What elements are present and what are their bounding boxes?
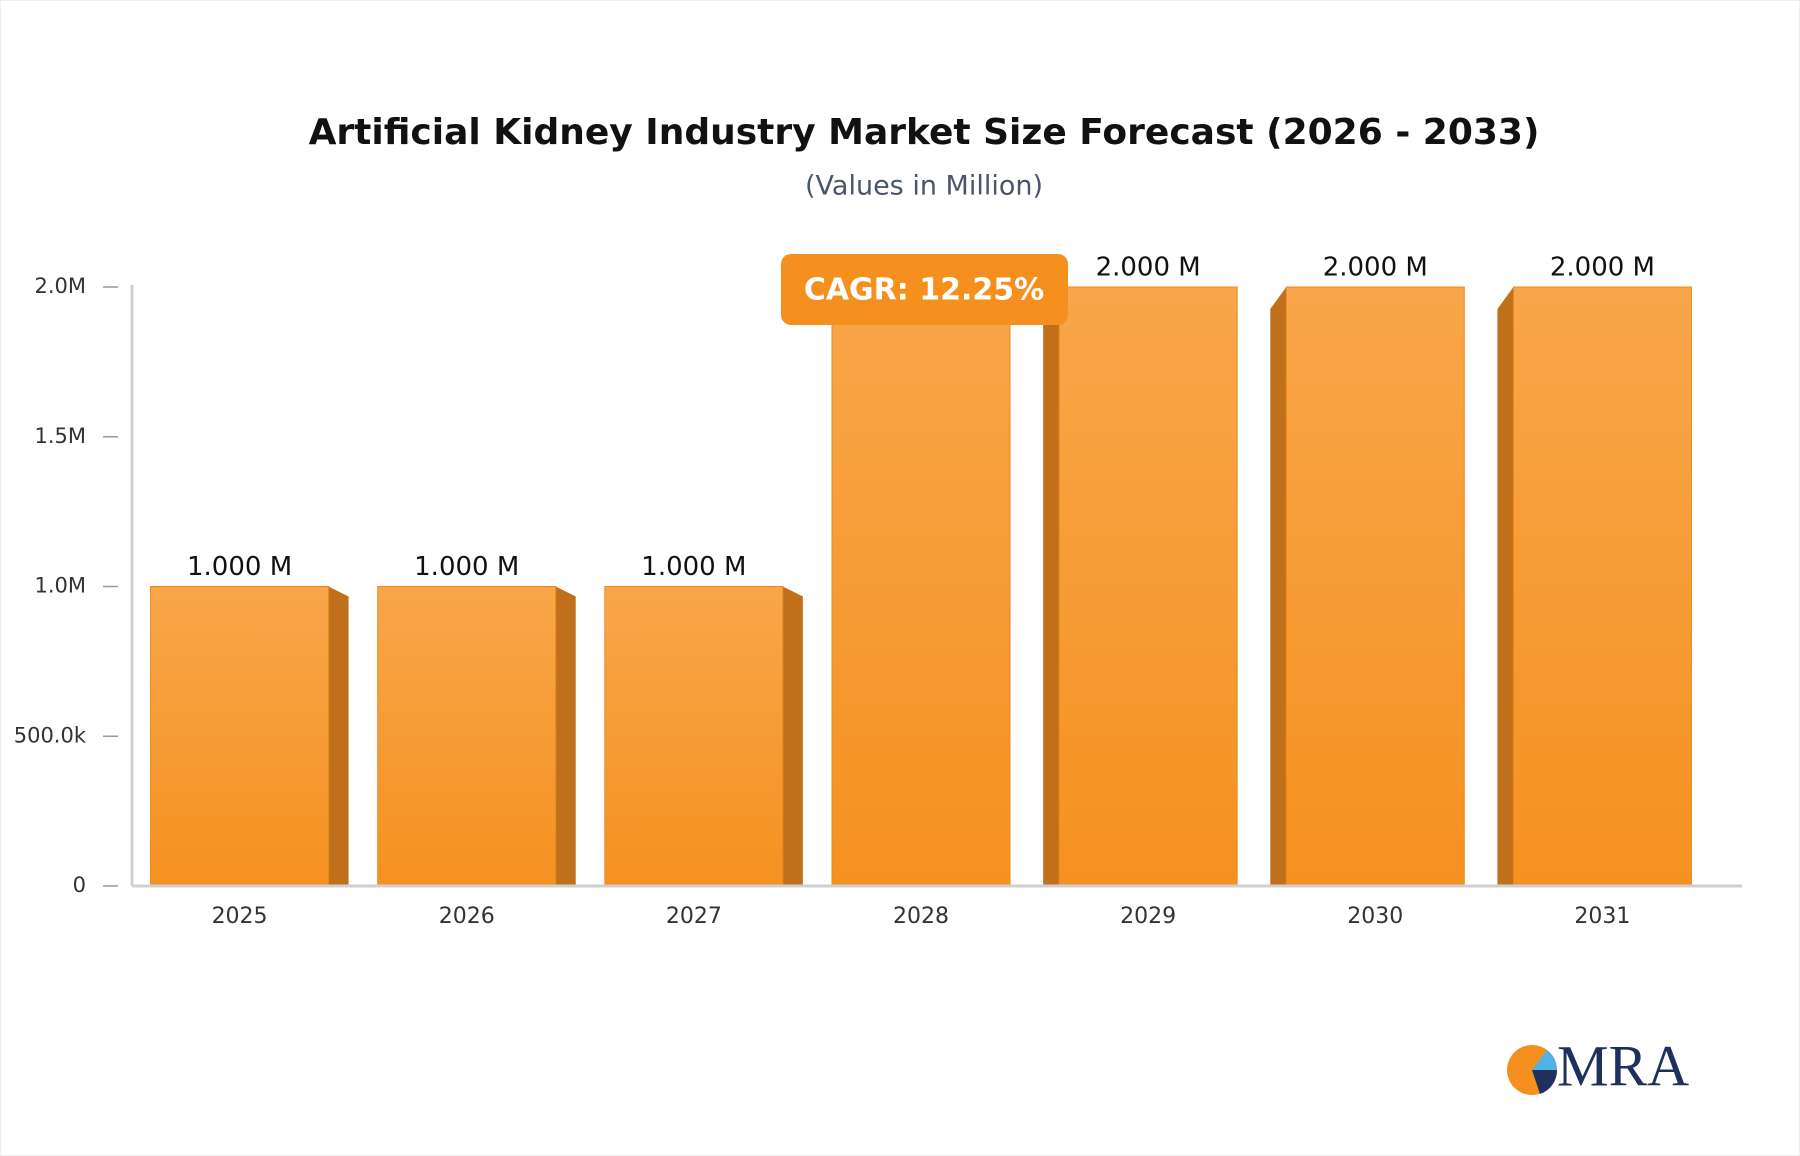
bar bbox=[604, 586, 784, 887]
x-tick-label: 2026 bbox=[439, 904, 495, 929]
value-label: 2.000 M bbox=[1323, 253, 1428, 283]
bar-side bbox=[555, 586, 576, 886]
plot: 0 500.0k 1.0M 1.5M 2.0M 2025 1.000 M 2026 1.000 … bbox=[14, 253, 1742, 929]
bar bbox=[1512, 286, 1692, 887]
value-label: 1.000 M bbox=[641, 552, 746, 582]
chart-subtitle: (Values in Million) bbox=[805, 171, 1043, 202]
bar bbox=[1285, 286, 1465, 887]
bar bbox=[831, 286, 1011, 887]
logo-icon-slice bbox=[1532, 1070, 1558, 1094]
x-tick-label: 2031 bbox=[1574, 904, 1630, 929]
y-tick-label: 0 bbox=[73, 873, 86, 897]
bar-side bbox=[782, 586, 803, 886]
x-tick-label: 2027 bbox=[666, 904, 722, 929]
x-tick-label: 2028 bbox=[893, 904, 949, 929]
x-tick-label: 2029 bbox=[1120, 904, 1176, 929]
y-tick-label: 1.0M bbox=[34, 574, 86, 598]
y-tick-label: 1.5M bbox=[34, 424, 86, 448]
logo: MRA bbox=[1507, 1033, 1689, 1098]
bar-side bbox=[1043, 287, 1060, 886]
bar bbox=[150, 586, 330, 887]
annotation-badge bbox=[781, 254, 1068, 325]
bar bbox=[377, 586, 557, 887]
y-tick-label: 500.0k bbox=[14, 723, 87, 747]
annotation: CAGR: 12.25% bbox=[804, 273, 1044, 308]
x-tick-label: 2025 bbox=[212, 904, 268, 929]
bar-side bbox=[1497, 287, 1514, 886]
value-label: 2.000 M bbox=[1550, 253, 1655, 283]
value-label: 1.000 M bbox=[414, 552, 519, 582]
value-label: 1.000 M bbox=[187, 552, 292, 582]
logo-text: MRA bbox=[1557, 1033, 1689, 1098]
x-tick-label: 2030 bbox=[1347, 904, 1403, 929]
chart-title: Artificial Kidney Industry Market Size F… bbox=[309, 112, 1540, 153]
bar bbox=[1058, 286, 1238, 887]
value-label: 2.000 M bbox=[1096, 253, 1201, 283]
y-tick-label: 2.0M bbox=[34, 274, 86, 298]
logo-icon-slice bbox=[1532, 1050, 1557, 1070]
bar-side bbox=[1270, 287, 1287, 886]
bar-side bbox=[328, 586, 349, 886]
